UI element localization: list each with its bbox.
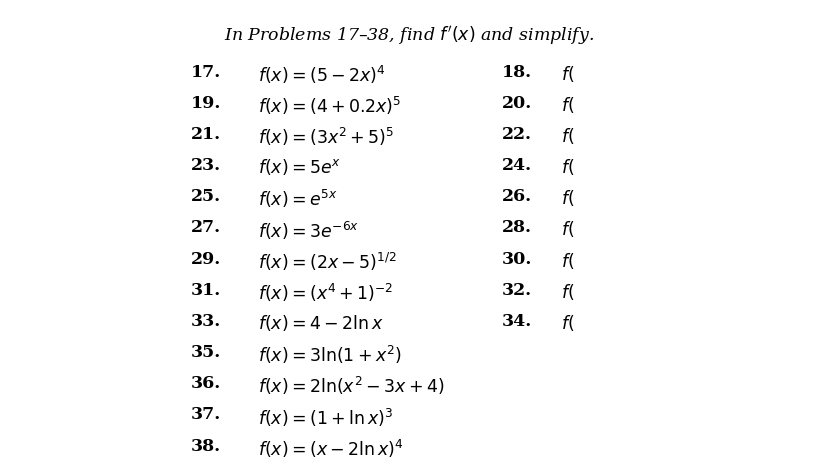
Text: 32.: 32.: [502, 281, 532, 298]
Text: $f(x) = (2x - 5)^{1/2}$: $f(x) = (2x - 5)^{1/2}$: [258, 250, 396, 272]
Text: $f(x) = (5 - 2x)^4$: $f(x) = (5 - 2x)^4$: [258, 63, 386, 85]
Text: 30.: 30.: [502, 250, 532, 267]
Text: $f($: $f($: [561, 63, 574, 84]
Text: 33.: 33.: [191, 312, 221, 329]
Text: 27.: 27.: [191, 219, 221, 236]
Text: 37.: 37.: [191, 406, 221, 423]
Text: 35.: 35.: [191, 343, 221, 360]
Text: $f(x) = 3\ln(1 + x^2)$: $f(x) = 3\ln(1 + x^2)$: [258, 343, 402, 365]
Text: 24.: 24.: [502, 157, 532, 174]
Text: $f($: $f($: [561, 157, 574, 177]
Text: $f(x) = 4 - 2\ln x$: $f(x) = 4 - 2\ln x$: [258, 312, 384, 332]
Text: $f($: $f($: [561, 219, 574, 239]
Text: $f(x) = 3e^{-6x}$: $f(x) = 3e^{-6x}$: [258, 219, 359, 241]
Text: $f(x) = (x^4 + 1)^{-2}$: $f(x) = (x^4 + 1)^{-2}$: [258, 281, 393, 303]
Text: 20.: 20.: [502, 95, 532, 112]
Text: 28.: 28.: [502, 219, 532, 236]
Text: $f(x) = e^{5x}$: $f(x) = e^{5x}$: [258, 188, 337, 210]
Text: $f(x) = 2\ln(x^2 - 3x + 4)$: $f(x) = 2\ln(x^2 - 3x + 4)$: [258, 375, 445, 397]
Text: 34.: 34.: [502, 312, 532, 329]
Text: 31.: 31.: [191, 281, 221, 298]
Text: 17.: 17.: [191, 63, 221, 80]
Text: $f(x) = 5e^x$: $f(x) = 5e^x$: [258, 157, 341, 177]
Text: $f(x) = (x - 2\ln x)^4$: $f(x) = (x - 2\ln x)^4$: [258, 437, 404, 459]
Text: 21.: 21.: [191, 126, 221, 143]
Text: In Problems 17–38, find $f'(x)$ and simplify.: In Problems 17–38, find $f'(x)$ and simp…: [224, 24, 595, 47]
Text: $f(x) = (3x^2 + 5)^5$: $f(x) = (3x^2 + 5)^5$: [258, 126, 394, 148]
Text: $f($: $f($: [561, 188, 574, 208]
Text: 18.: 18.: [502, 63, 532, 80]
Text: $f($: $f($: [561, 126, 574, 146]
Text: 22.: 22.: [502, 126, 532, 143]
Text: 23.: 23.: [191, 157, 221, 174]
Text: $f($: $f($: [561, 250, 574, 270]
Text: $f($: $f($: [561, 281, 574, 301]
Text: 26.: 26.: [502, 188, 532, 205]
Text: $f($: $f($: [561, 95, 574, 115]
Text: $f(x) = (1 + \ln x)^3$: $f(x) = (1 + \ln x)^3$: [258, 406, 393, 428]
Text: 36.: 36.: [191, 375, 221, 392]
Text: 38.: 38.: [191, 437, 221, 453]
Text: 19.: 19.: [191, 95, 221, 112]
Text: 25.: 25.: [191, 188, 221, 205]
Text: $f(x) = (4 + 0.2x)^5$: $f(x) = (4 + 0.2x)^5$: [258, 95, 400, 117]
Text: $f($: $f($: [561, 312, 574, 332]
Text: 29.: 29.: [191, 250, 221, 267]
